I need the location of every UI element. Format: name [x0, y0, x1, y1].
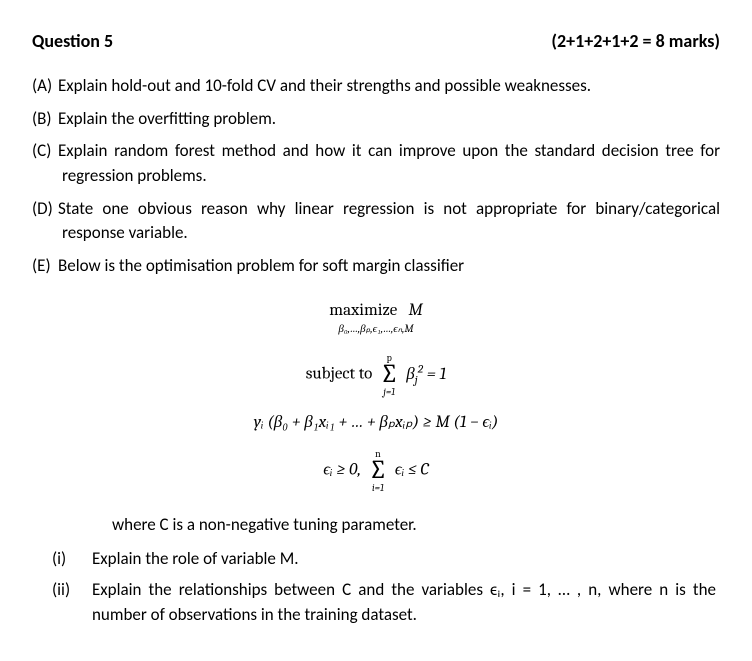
beta-squared: βj2 = 1	[406, 365, 446, 384]
part-b-text: Explain the overfitting problem.	[58, 108, 276, 129]
subject-to-text: subject to	[306, 365, 373, 384]
sub-ii-text: Explain the relationships between C and …	[92, 578, 720, 627]
sub-i-text: Explain the role of variable M.	[92, 547, 720, 572]
part-e: (E)Below is the optimisation problem for…	[32, 254, 720, 279]
constraint-3: ϵᵢ ≥ 0, n ∑ i=1 ϵᵢ ≤ C	[32, 449, 720, 492]
sum-symbol-2: n ∑ i=1	[369, 449, 387, 492]
sub-part-ii: (ii) Explain the relationships between C…	[32, 578, 720, 627]
sub-part-i: (i) Explain the role of variable M.	[32, 547, 720, 572]
maximize-word: maximize	[329, 301, 397, 320]
part-c: (C)Explain random forest method and how …	[32, 139, 720, 188]
part-d-label: (D)	[32, 197, 58, 222]
maximize-subscript: β₀,…,βₚ,ϵ₁,…,ϵₙ,M	[32, 321, 720, 337]
part-a-label: (A)	[32, 74, 58, 99]
maximize-var: M	[409, 301, 423, 320]
part-c-label: (C)	[32, 139, 58, 164]
part-a: (A)Explain hold-out and 10-fold CV and t…	[32, 74, 720, 99]
sum-symbol-1: p ∑ j=1	[380, 353, 398, 396]
maximize-line: maximize M β₀,…,βₚ,ϵ₁,…,ϵₙ,M	[32, 299, 720, 338]
part-e-text: Below is the optimisation problem for so…	[58, 255, 464, 276]
part-d-text: State one obvious reason why linear regr…	[58, 198, 720, 244]
epsilon-nonneg: ϵᵢ ≥ 0,	[323, 461, 361, 480]
epsilon-bound: ϵᵢ ≤ C	[395, 461, 429, 480]
question-header: Question 5 (2+1+2+1+2 = 8 marks)	[32, 28, 720, 54]
part-d: (D)State one obvious reason why linear r…	[32, 197, 720, 246]
part-b-label: (B)	[32, 107, 58, 132]
optimization-problem: maximize M β₀,…,βₚ,ϵ₁,…,ϵₙ,M subject to …	[32, 299, 720, 493]
constraint-1: subject to p ∑ j=1 βj2 = 1	[32, 353, 720, 396]
sub-parts: (i) Explain the role of variable M. (ii)…	[32, 547, 720, 627]
sigma-icon: ∑	[380, 363, 398, 386]
part-e-label: (E)	[32, 254, 58, 279]
part-c-text: Explain random forest method and how it …	[58, 140, 720, 186]
sigma-icon: ∑	[369, 459, 387, 482]
part-a-text: Explain hold-out and 10-fold CV and thei…	[58, 75, 591, 96]
where-clause: where C is a non-negative tuning paramet…	[32, 513, 720, 538]
part-b: (B)Explain the overfitting problem.	[32, 107, 720, 132]
constraint-2: yᵢ (β₀ + β₁xᵢ₁ + … + βₚxᵢₚ) ≥ M (1 − ϵᵢ)	[32, 411, 720, 436]
question-number: Question 5	[32, 28, 113, 54]
marks-breakdown: (2+1+2+1+2 = 8 marks)	[551, 28, 720, 54]
sub-i-label: (i)	[32, 547, 92, 572]
sub-ii-label: (ii)	[32, 578, 92, 627]
